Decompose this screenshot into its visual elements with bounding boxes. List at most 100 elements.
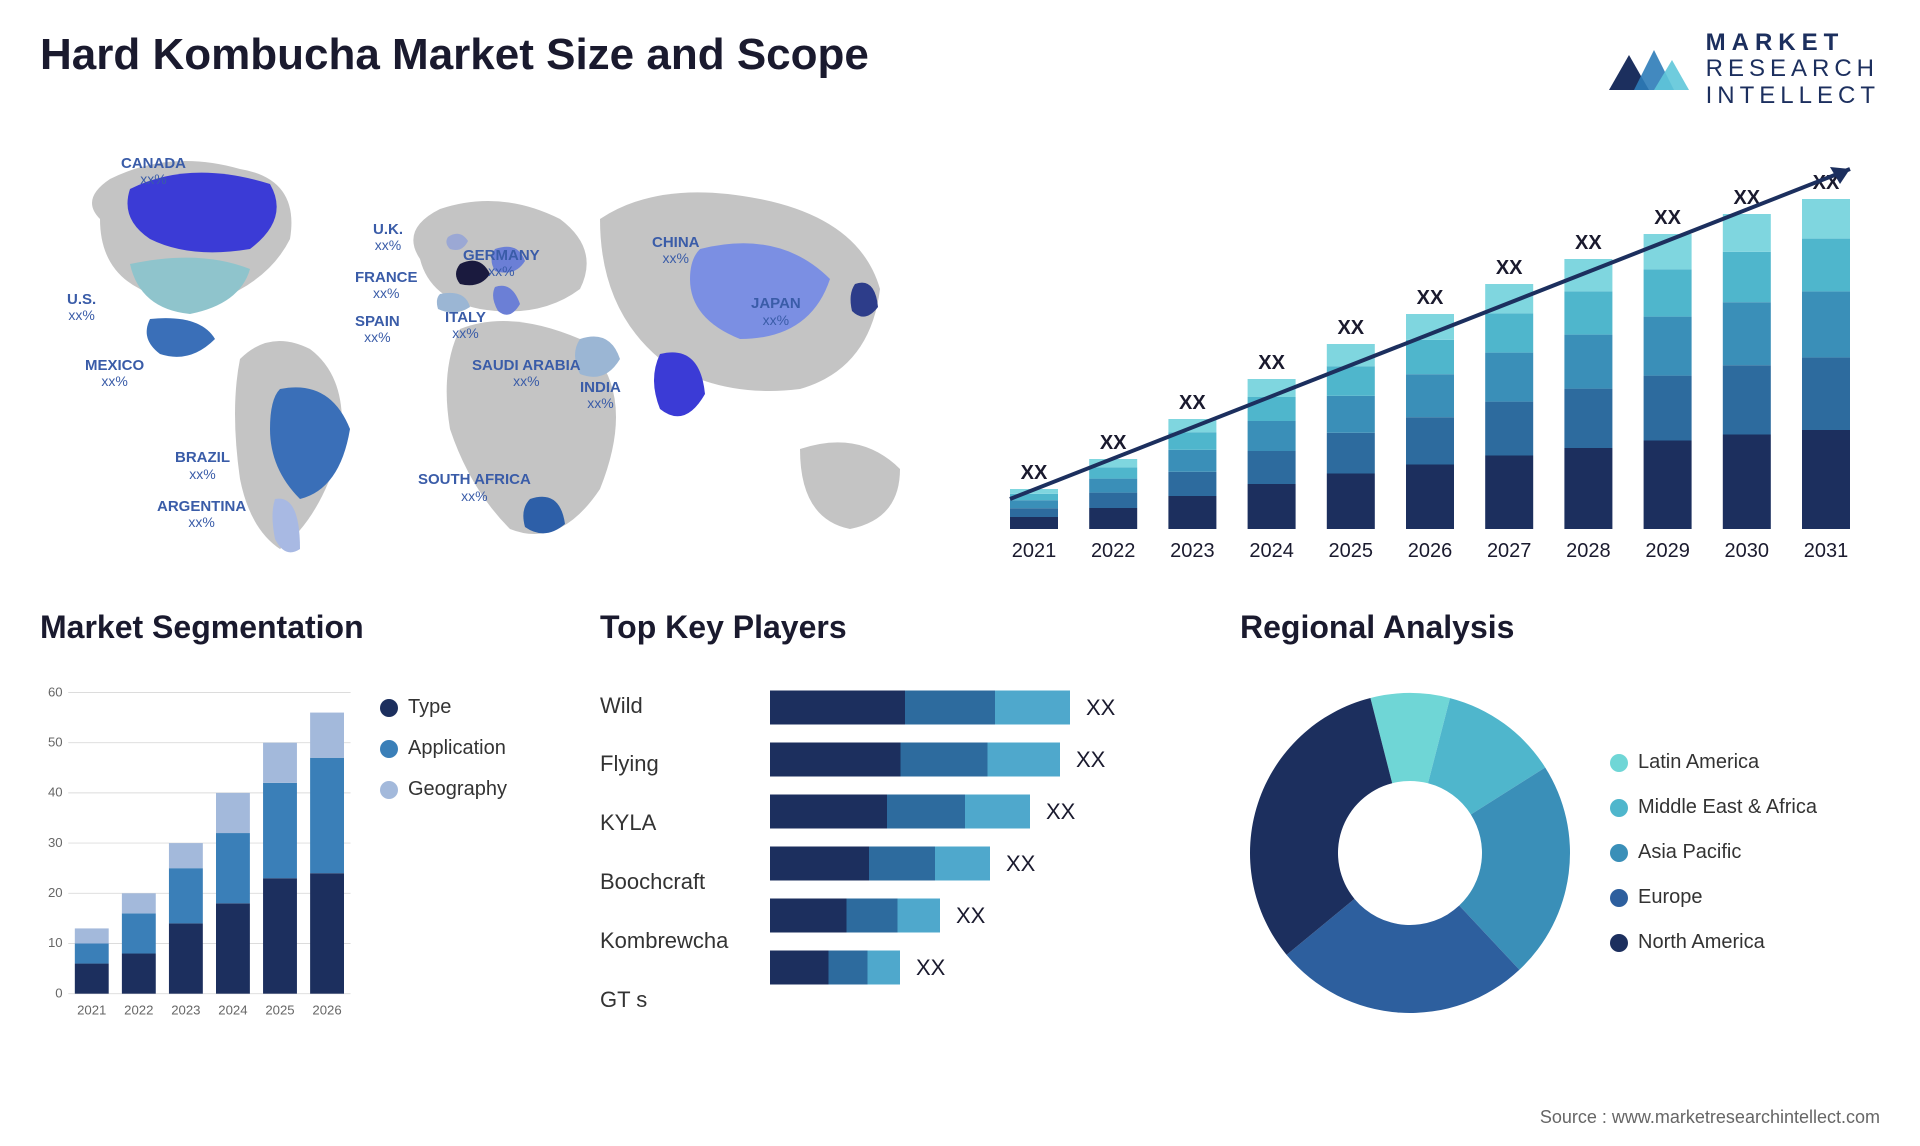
country-label: GERMANYxx% — [463, 248, 540, 281]
svg-text:2025: 2025 — [265, 1003, 294, 1018]
svg-text:20: 20 — [48, 885, 63, 900]
svg-text:50: 50 — [48, 735, 63, 750]
country-label: ARGENTINAxx% — [157, 499, 246, 532]
svg-text:XX: XX — [1046, 799, 1076, 824]
players-panel: Top Key Players Wild Flying KYLA Boochcraft… — [600, 609, 1200, 1039]
player-label: Kombrewcha — [600, 928, 770, 954]
player-label: KYLA — [600, 810, 770, 836]
country-label: FRANCExx% — [355, 270, 418, 303]
logo-text-3: INTELLECT — [1706, 83, 1880, 109]
legend-label: Latin America — [1638, 751, 1759, 774]
svg-text:2025: 2025 — [1329, 540, 1374, 562]
svg-text:XX: XX — [1179, 392, 1206, 414]
regional-donut — [1240, 683, 1580, 1023]
country-label: SAUDI ARABIAxx% — [472, 358, 581, 391]
growth-chart-panel: XX 2021 XX 2022 XX 2023 XX 2024 XX 2025 XX 2026 XX 20… — [980, 129, 1880, 569]
regional-title: Regional Analysis — [1240, 609, 1880, 646]
legend-item: Latin America — [1610, 751, 1817, 774]
source-text: Source : www.marketresearchintellect.com — [1540, 1107, 1880, 1128]
legend-label: Asia Pacific — [1638, 841, 1741, 864]
country-label: MEXICOxx% — [85, 358, 144, 391]
legend-swatch — [1610, 754, 1628, 772]
svg-text:30: 30 — [48, 835, 63, 850]
segmentation-title: Market Segmentation — [40, 609, 560, 646]
svg-text:XX: XX — [1100, 432, 1127, 454]
svg-text:10: 10 — [48, 935, 63, 950]
svg-text:40: 40 — [48, 785, 63, 800]
country-label: U.K.xx% — [373, 222, 403, 255]
legend-swatch — [1610, 799, 1628, 817]
legend-swatch — [1610, 934, 1628, 952]
svg-text:2024: 2024 — [1249, 540, 1294, 562]
svg-text:0: 0 — [55, 986, 62, 1001]
legend-item: Application — [380, 737, 560, 760]
country-label: U.S.xx% — [67, 292, 96, 325]
legend-swatch — [380, 699, 398, 717]
legend-label: Type — [408, 696, 451, 719]
svg-text:2022: 2022 — [1091, 540, 1136, 562]
player-label: GT s — [600, 987, 770, 1013]
regional-panel: Regional Analysis Latin AmericaMiddle Ea… — [1240, 609, 1880, 1039]
country-label: CHINAxx% — [652, 235, 700, 268]
svg-text:XX: XX — [1496, 257, 1523, 279]
svg-text:2023: 2023 — [171, 1003, 200, 1018]
legend-item: Type — [380, 696, 560, 719]
svg-text:XX: XX — [1086, 695, 1116, 720]
svg-text:2031: 2031 — [1804, 540, 1849, 562]
segmentation-panel: Market Segmentation 01020304050602021202… — [40, 609, 560, 1039]
logo-text-2: RESEARCH — [1706, 56, 1880, 82]
country-label: BRAZILxx% — [175, 450, 230, 483]
players-title: Top Key Players — [600, 609, 1200, 646]
player-label: Wild — [600, 693, 770, 719]
svg-text:XX: XX — [1258, 352, 1285, 374]
logo-icon — [1604, 35, 1694, 105]
legend-item: Geography — [380, 778, 560, 801]
player-label: Flying — [600, 751, 770, 777]
regional-legend: Latin AmericaMiddle East & AfricaAsia Pa… — [1610, 751, 1817, 954]
svg-text:XX: XX — [956, 903, 986, 928]
growth-chart: XX 2021 XX 2022 XX 2023 XX 2024 XX 2025 XX 2026 XX 20… — [980, 129, 1880, 569]
svg-text:2021: 2021 — [77, 1003, 106, 1018]
page-title: Hard Kombucha Market Size and Scope — [40, 30, 869, 80]
legend-swatch — [380, 740, 398, 758]
country-label: SPAINxx% — [355, 314, 400, 347]
svg-text:XX: XX — [1076, 747, 1106, 772]
svg-text:2026: 2026 — [1408, 540, 1453, 562]
country-label: SOUTH AFRICAxx% — [418, 472, 531, 505]
legend-item: North America — [1610, 931, 1817, 954]
segmentation-legend: Type Application Geography — [380, 666, 560, 1039]
legend-label: Geography — [408, 778, 507, 801]
svg-text:2030: 2030 — [1725, 540, 1770, 562]
svg-text:XX: XX — [1337, 317, 1364, 339]
players-chart: XXXXXXXXXXXX — [770, 666, 1200, 1039]
legend-item: Asia Pacific — [1610, 841, 1817, 864]
svg-text:2021: 2021 — [1012, 540, 1057, 562]
svg-text:2024: 2024 — [218, 1003, 247, 1018]
brand-logo: MARKET RESEARCH INTELLECT — [1604, 30, 1880, 109]
svg-text:XX: XX — [1417, 287, 1444, 309]
segmentation-chart: 0102030405060202120222023202420252026 — [40, 666, 360, 1039]
country-label: CANADAxx% — [121, 156, 186, 189]
legend-label: North America — [1638, 931, 1765, 954]
svg-text:2023: 2023 — [1170, 540, 1215, 562]
svg-text:2022: 2022 — [124, 1003, 153, 1018]
legend-item: Europe — [1610, 886, 1817, 909]
svg-text:XX: XX — [1575, 232, 1602, 254]
country-label: INDIAxx% — [580, 380, 621, 413]
svg-text:XX: XX — [1006, 851, 1036, 876]
legend-swatch — [380, 781, 398, 799]
legend-swatch — [1610, 844, 1628, 862]
svg-text:XX: XX — [1654, 207, 1681, 229]
players-labels: Wild Flying KYLA Boochcraft Kombrewcha GT s — [600, 666, 770, 1039]
svg-text:2029: 2029 — [1645, 540, 1690, 562]
country-label: ITALYxx% — [445, 310, 486, 343]
logo-text-1: MARKET — [1706, 30, 1880, 56]
country-label: JAPANxx% — [751, 296, 801, 329]
legend-label: Europe — [1638, 886, 1703, 909]
player-label: Boochcraft — [600, 869, 770, 895]
svg-text:2027: 2027 — [1487, 540, 1532, 562]
svg-text:XX: XX — [1021, 462, 1048, 484]
legend-swatch — [1610, 889, 1628, 907]
world-map-panel: CANADAxx% U.S.xx% MEXICOxx% BRAZILxx% ARGENT… — [40, 129, 940, 569]
legend-label: Application — [408, 737, 506, 760]
